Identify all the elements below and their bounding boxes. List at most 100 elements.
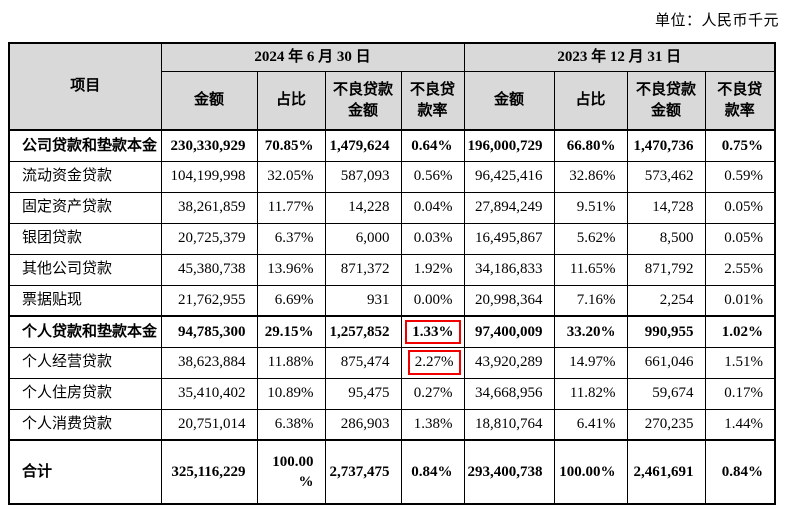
row-item-label: 个人消费贷款	[8, 408, 162, 441]
row-value: 6.69%	[256, 284, 326, 317]
table-row: 其他公司贷款 45,380,738 13.96% 871,372 1.92% 34,186…	[8, 253, 776, 286]
row-value: 0.00%	[400, 284, 465, 317]
row-value: 70.85%	[256, 129, 326, 162]
row-value: 0.84%	[704, 439, 776, 505]
row-value: 2,254	[626, 284, 706, 317]
column-header-npl-amount-2024: 不良贷款 金额	[324, 71, 402, 131]
row-value: 871,792	[626, 253, 706, 286]
row-value: 14,728	[626, 191, 706, 224]
period-header-row: 项目 2024 年 6 月 30 日 2023 年 12 月 31 日	[8, 42, 776, 131]
row-value: 6.38%	[256, 408, 326, 441]
row-value: 0.84%	[400, 439, 465, 505]
row-value: 100.00%	[553, 439, 628, 505]
row-value: 21,762,955	[160, 284, 258, 317]
row-value: 20,751,014	[160, 408, 258, 441]
row-value: 0.04%	[400, 191, 465, 224]
row-value: 6,000	[324, 222, 402, 255]
subheader-row: 金额 占比 不良贷款 金额 不良贷 款率 金额 占比 不良贷款 金额 不良贷 款…	[9, 71, 776, 131]
row-value: 29.15%	[256, 315, 326, 348]
row-item-label: 合计	[8, 439, 162, 505]
row-value: 16,495,867	[463, 222, 555, 255]
row-value: 18,810,764	[463, 408, 555, 441]
period-header-2024: 2024 年 6 月 30 日	[160, 42, 465, 72]
row-value: 270,235	[626, 408, 706, 441]
table-body: 公司贷款和垫款本金 230,330,929 70.85% 1,479,624 0.64%…	[8, 129, 776, 505]
row-value: 0.17%	[704, 377, 776, 410]
row-value: 1.92%	[400, 253, 465, 286]
row-value: 100.00 %	[256, 439, 326, 505]
table-row: 流动资金贷款 104,199,998 32.05% 587,093 0.56% 96,42…	[8, 160, 776, 193]
row-value: 104,199,998	[160, 160, 258, 193]
row-value: 1.02%	[704, 315, 776, 348]
row-item-label: 其他公司贷款	[8, 253, 162, 286]
row-value: 7.16%	[553, 284, 628, 317]
row-value: 33.20%	[553, 315, 628, 348]
row-value: 6.37%	[256, 222, 326, 255]
row-value: 1.51%	[704, 346, 776, 379]
row-value: 8,500	[626, 222, 706, 255]
row-value: 20,725,379	[160, 222, 258, 255]
row-value: 6.41%	[553, 408, 628, 441]
row-value: 97,400,009	[463, 315, 555, 348]
row-value: 13.96%	[256, 253, 326, 286]
row-value: 587,093	[324, 160, 402, 193]
row-value: 0.05%	[704, 191, 776, 224]
row-item-label: 个人经营贷款	[8, 346, 162, 379]
row-value: 94,785,300	[160, 315, 258, 348]
column-header-proportion-2023: 占比	[553, 71, 628, 131]
row-value: 43,920,289	[463, 346, 555, 379]
row-item-label: 固定资产贷款	[8, 191, 162, 224]
row-value: 95,475	[324, 377, 402, 410]
row-value: 0.59%	[704, 160, 776, 193]
column-header-proportion-2024: 占比	[256, 71, 326, 131]
row-item-label: 个人住房贷款	[8, 377, 162, 410]
row-value: 59,674	[626, 377, 706, 410]
table-row: 个人经营贷款 38,623,884 11.88% 875,474 2.27% 43,920…	[8, 346, 776, 379]
row-value: 1.38%	[400, 408, 465, 441]
table-row: 个人住房贷款 35,410,402 10.89% 95,475 0.27% 34,668,…	[8, 377, 776, 410]
table-row: 个人消费贷款 20,751,014 6.38% 286,903 1.38% 18,810,…	[8, 408, 776, 441]
row-value: 661,046	[626, 346, 706, 379]
table-row: 个人贷款和垫款本金 94,785,300 29.15% 1,257,852 1.33% 9…	[8, 315, 776, 348]
table-row: 票据贴现 21,762,955 6.69% 931 0.00% 20,998,364 7.1…	[8, 284, 776, 317]
table-row: 公司贷款和垫款本金 230,330,929 70.85% 1,479,624 0.64%…	[8, 129, 776, 162]
row-value: 38,623,884	[160, 346, 258, 379]
row-value: 2,461,691	[626, 439, 706, 505]
column-header-npl-amount-2023: 不良贷款 金额	[626, 71, 706, 131]
row-value: 1,257,852	[324, 315, 402, 348]
row-value: 45,380,738	[160, 253, 258, 286]
row-value: 20,998,364	[463, 284, 555, 317]
row-value: 9.51%	[553, 191, 628, 224]
column-header-amount-2024: 金额	[160, 71, 258, 131]
table-row: 固定资产贷款 38,261,859 11.77% 14,228 0.04% 27,894,…	[8, 191, 776, 224]
row-value: 573,462	[626, 160, 706, 193]
row-value: 2.55%	[704, 253, 776, 286]
row-value: 293,400,738	[463, 439, 555, 505]
row-value: 32.86%	[553, 160, 628, 193]
row-value: 0.64%	[400, 129, 465, 162]
row-value: 35,410,402	[160, 377, 258, 410]
row-value: 32.05%	[256, 160, 326, 193]
row-value: 2.27%	[400, 346, 465, 379]
table-row: 合计 325,116,229 100.00 % 2,737,475 0.84% 293,4…	[8, 439, 776, 505]
row-item-label: 票据贴现	[8, 284, 162, 317]
column-header-npl-ratio-2024: 不良贷 款率	[400, 71, 465, 131]
row-value: 0.56%	[400, 160, 465, 193]
row-value: 871,372	[324, 253, 402, 286]
period-header-2023: 2023 年 12 月 31 日	[463, 42, 776, 72]
row-value: 0.27%	[400, 377, 465, 410]
row-value: 0.01%	[704, 284, 776, 317]
column-header-npl-ratio-2023: 不良贷 款率	[704, 71, 776, 131]
row-value: 34,186,833	[463, 253, 555, 286]
row-item-label: 个人贷款和垫款本金	[8, 315, 162, 348]
loan-breakdown-table: 项目 2024 年 6 月 30 日 2023 年 12 月 31 日 金额 占…	[8, 42, 777, 505]
row-value: 11.65%	[553, 253, 628, 286]
row-value: 27,894,249	[463, 191, 555, 224]
row-value: 196,000,729	[463, 129, 555, 162]
row-item-label: 流动资金贷款	[8, 160, 162, 193]
row-value: 14,228	[324, 191, 402, 224]
column-header-amount-2023: 金额	[463, 71, 555, 131]
row-value: 931	[324, 284, 402, 317]
row-value: 230,330,929	[160, 129, 258, 162]
row-value: 66.80%	[553, 129, 628, 162]
